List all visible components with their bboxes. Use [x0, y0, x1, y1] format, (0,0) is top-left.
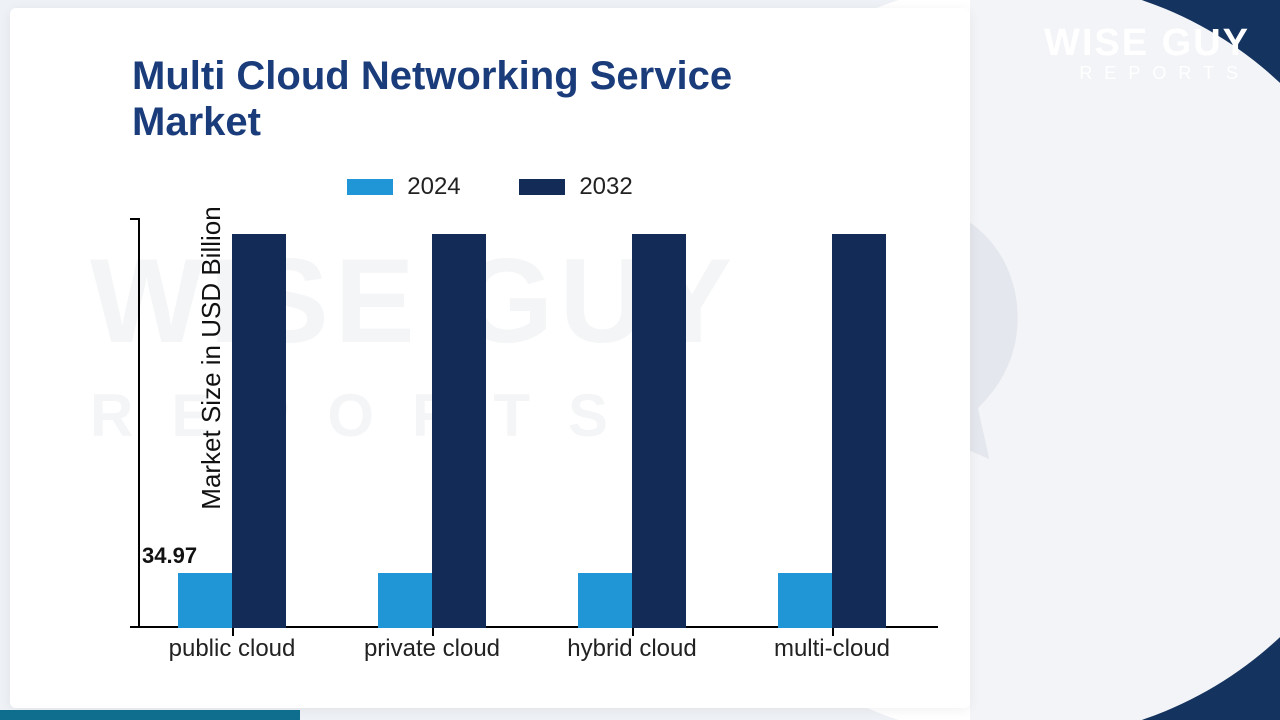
- category-label: hybrid cloud: [552, 628, 712, 662]
- brand-line1: WISE GUY: [1044, 24, 1250, 62]
- bar: [832, 234, 886, 628]
- brand-logo: WISE GUY REPORTS: [1044, 24, 1250, 82]
- legend-item-2024: 2024: [347, 173, 460, 201]
- brand-line2: REPORTS: [1044, 64, 1250, 82]
- legend-swatch-2024: [347, 179, 393, 195]
- y-tick-top: [130, 218, 138, 220]
- category-label: public cloud: [152, 628, 312, 662]
- bar: [632, 234, 686, 628]
- chart-card: WISE GUYREPORTS Multi Cloud Networking S…: [10, 8, 970, 708]
- bar: [432, 234, 486, 628]
- bar: [178, 573, 232, 628]
- bar-value-label: 34.97: [142, 543, 197, 569]
- y-axis-line: [138, 218, 140, 628]
- chart-title: Multi Cloud Networking Service Market: [132, 53, 752, 145]
- y-tick-bottom: [130, 626, 138, 628]
- bar: [232, 234, 286, 628]
- legend-item-2032: 2032: [519, 173, 632, 201]
- bar: [378, 573, 432, 628]
- legend-label-2032: 2032: [579, 173, 632, 201]
- bar: [778, 573, 832, 628]
- chart-plot-area: public cloudprivate cloudhybrid cloudmul…: [138, 218, 938, 628]
- legend-swatch-2032: [519, 179, 565, 195]
- legend-label-2024: 2024: [407, 173, 460, 201]
- category-label: private cloud: [352, 628, 512, 662]
- chart-legend: 2024 2032: [10, 173, 970, 202]
- stage: WISE GUY REPORTS WISE GUYREPORTS Multi C…: [0, 0, 1280, 720]
- bar: [578, 573, 632, 628]
- category-label: multi-cloud: [752, 628, 912, 662]
- footer-accent-bar: [0, 710, 300, 720]
